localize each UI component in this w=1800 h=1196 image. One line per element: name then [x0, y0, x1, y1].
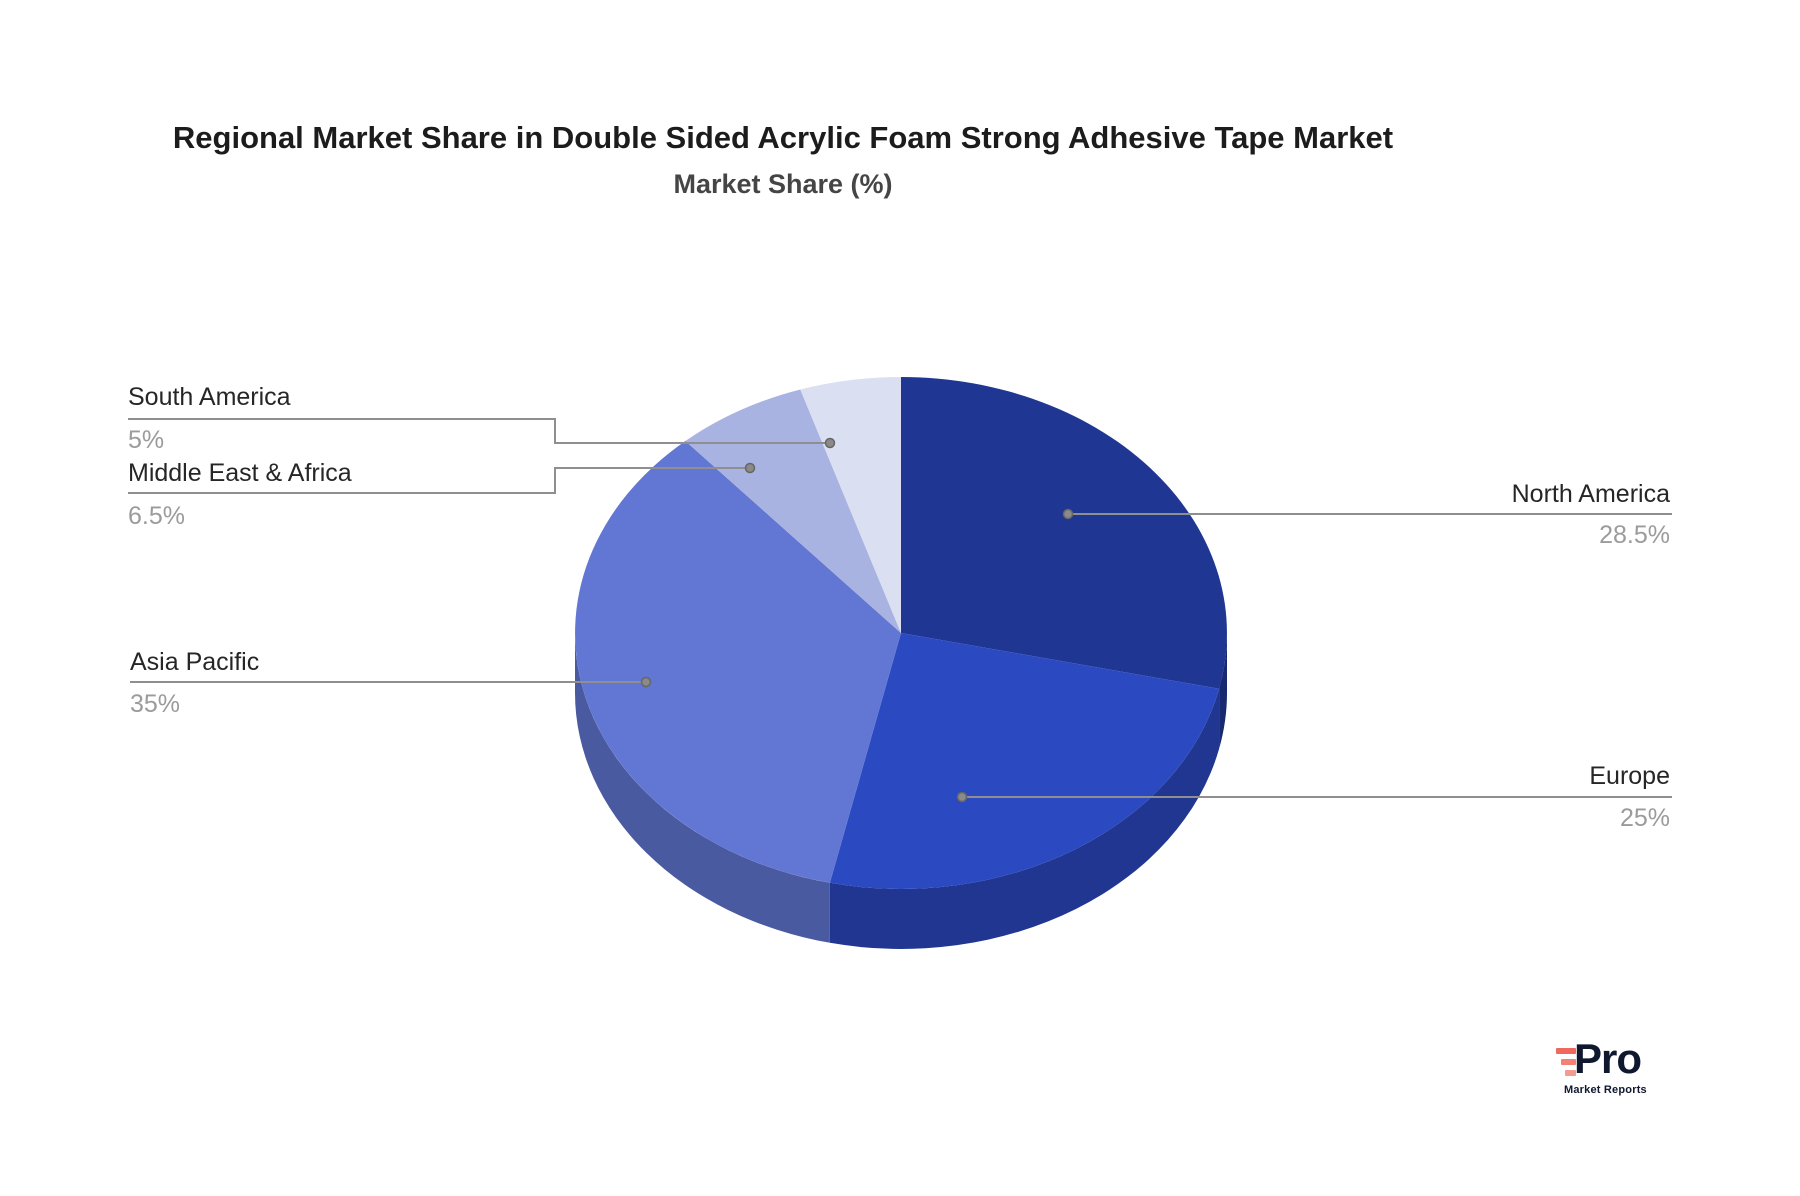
leader-dot-europe: [956, 791, 968, 803]
logo-brand-text: Pro: [1574, 1035, 1642, 1082]
slice-value-south-america: 5%: [128, 426, 165, 454]
slice-value-north-america: 28.5%: [1599, 521, 1670, 549]
slice-value-asia-pacific: 35%: [130, 690, 181, 718]
logo-tagline-text: Market Reports: [1564, 1084, 1647, 1096]
pie-slice-asia-pacific: [575, 441, 901, 883]
logo-bar-icon: [1556, 1048, 1576, 1054]
slice-label-europe: Europe: [1589, 762, 1670, 790]
pie-slice-europe: [829, 633, 1220, 889]
slice-label-north-america: North America: [1511, 480, 1670, 508]
leader-dot-south-america: [824, 437, 836, 449]
leader-line-middle-east-africa: [128, 467, 750, 494]
slice-value-europe: 25%: [1619, 804, 1670, 832]
pie-slice-side-north-america: [1219, 633, 1227, 749]
slice-label-south-america: South America: [128, 383, 291, 411]
logo-bar-icon: [1565, 1070, 1576, 1076]
pie-slice-north-america: [901, 377, 1227, 689]
slice-label-asia-pacific: Asia Pacific: [130, 648, 260, 676]
pie-slice-side-asia-pacific: [575, 633, 830, 943]
leader-dot-asia-pacific: [640, 676, 652, 688]
logo-bar-icon: [1561, 1059, 1576, 1065]
slice-label-middle-east-africa: Middle East & Africa: [128, 459, 352, 487]
leader-dot-middle-east-africa: [744, 462, 756, 474]
pie-slice-middle-east-africa: [685, 389, 901, 633]
chart-title: Regional Market Share in Double Sided Ac…: [172, 120, 1394, 155]
pie-slice-side-europe: [829, 688, 1220, 949]
leader-dot-north-america: [1062, 508, 1074, 520]
logo: Pro Market Reports: [1550, 1038, 1660, 1108]
chart-subtitle: Market Share (%): [673, 169, 893, 199]
leader-line-south-america: [128, 418, 830, 444]
slice-value-middle-east-africa: 6.5%: [128, 502, 185, 530]
